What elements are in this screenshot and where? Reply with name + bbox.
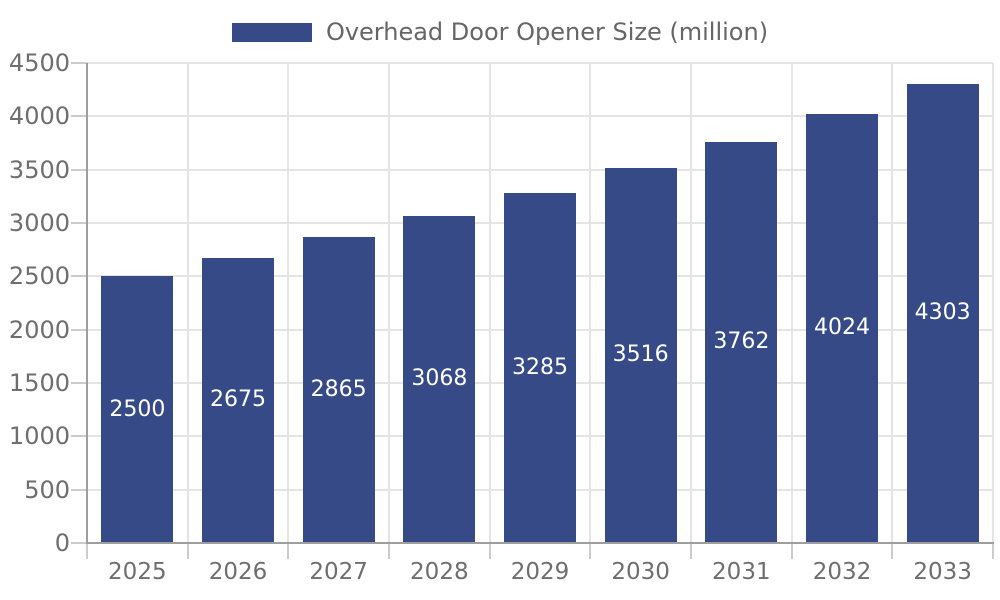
y-axis-tick <box>71 328 87 331</box>
bar-value-label: 2865 <box>310 377 367 403</box>
x-gridline <box>992 63 994 543</box>
y-axis-tick-label: 500 <box>24 475 70 504</box>
y-axis-tick <box>71 222 87 224</box>
y-axis-tick-label: 4500 <box>8 49 70 77</box>
x-axis-line <box>86 542 994 544</box>
x-axis-tick-label: 2029 <box>510 559 570 585</box>
y-axis-tick <box>71 115 87 118</box>
bar-value-label: 3285 <box>512 354 568 380</box>
y-axis-tick <box>71 542 87 544</box>
x-axis-tick-label: 2030 <box>611 559 670 585</box>
x-axis-tick-label: 2033 <box>913 559 972 585</box>
x-axis-tick-label: 2031 <box>712 559 771 585</box>
legend: Overhead Door Opener Size (million) <box>0 18 1000 46</box>
y-axis-tick-label: 1500 <box>8 369 70 397</box>
bar: 4303 <box>906 84 979 543</box>
y-axis-tick-label: 0 <box>54 529 70 557</box>
x-axis-tick-label: 2027 <box>309 559 368 585</box>
bar: 3068 <box>403 215 476 543</box>
x-axis-tick <box>488 543 491 559</box>
y-gridline <box>87 168 993 171</box>
bar: 2675 <box>202 257 274 543</box>
bar-value-label: 4303 <box>914 300 971 326</box>
y-gridline <box>87 115 993 118</box>
y-axis-tick-label: 4000 <box>8 102 70 131</box>
x-axis-tick <box>790 543 793 559</box>
bar: 2500 <box>101 276 174 543</box>
x-axis-tick <box>891 543 894 559</box>
bar: 3285 <box>504 192 576 543</box>
bar-value-label: 3762 <box>713 329 770 355</box>
bar-value-label: 2500 <box>109 396 166 422</box>
x-gridline <box>388 63 390 543</box>
y-axis-tick-label: 3000 <box>8 209 70 237</box>
bar: 2865 <box>302 237 375 543</box>
y-axis-tick-label: 3500 <box>8 155 70 184</box>
x-axis-tick-label: 2025 <box>108 559 167 585</box>
bar-value-label: 3516 <box>612 342 669 368</box>
x-axis-tick <box>388 543 390 559</box>
bar-value-label: 4024 <box>814 315 870 341</box>
x-axis-tick <box>992 543 994 559</box>
x-axis-tick-label: 2032 <box>812 559 872 585</box>
bar-value-label: 2675 <box>210 387 266 413</box>
legend-label: Overhead Door Opener Size (million) <box>325 18 769 46</box>
legend-swatch <box>231 22 312 42</box>
x-gridline <box>690 63 692 543</box>
y-axis-tick <box>71 168 87 171</box>
bar: 3516 <box>604 167 677 543</box>
x-axis-tick <box>589 543 592 559</box>
x-axis-tick <box>86 543 88 559</box>
x-gridline <box>186 63 189 543</box>
y-axis-tick-label: 1000 <box>8 422 70 451</box>
y-axis-tick <box>71 62 87 64</box>
x-gridline <box>488 63 491 543</box>
y-axis-tick-label: 2000 <box>8 315 70 344</box>
bar-value-label: 3068 <box>411 366 468 392</box>
y-axis-tick <box>71 275 87 278</box>
x-axis-tick <box>287 543 290 559</box>
y-axis-tick-label: 2500 <box>8 262 70 291</box>
x-axis-tick-label: 2028 <box>410 559 469 585</box>
bar: 3762 <box>705 141 778 543</box>
x-gridline <box>790 63 793 543</box>
x-gridline <box>589 63 592 543</box>
y-axis-tick <box>71 435 87 438</box>
y-gridline <box>87 62 993 64</box>
x-gridline <box>287 63 290 543</box>
x-axis-tick <box>690 543 692 559</box>
x-axis-tick <box>186 543 189 559</box>
y-axis-line <box>86 63 88 544</box>
y-axis-tick <box>71 382 87 384</box>
y-axis-tick <box>71 488 87 491</box>
x-gridline <box>891 63 894 543</box>
bar: 4024 <box>806 113 878 543</box>
x-axis-tick-label: 2026 <box>208 559 268 585</box>
